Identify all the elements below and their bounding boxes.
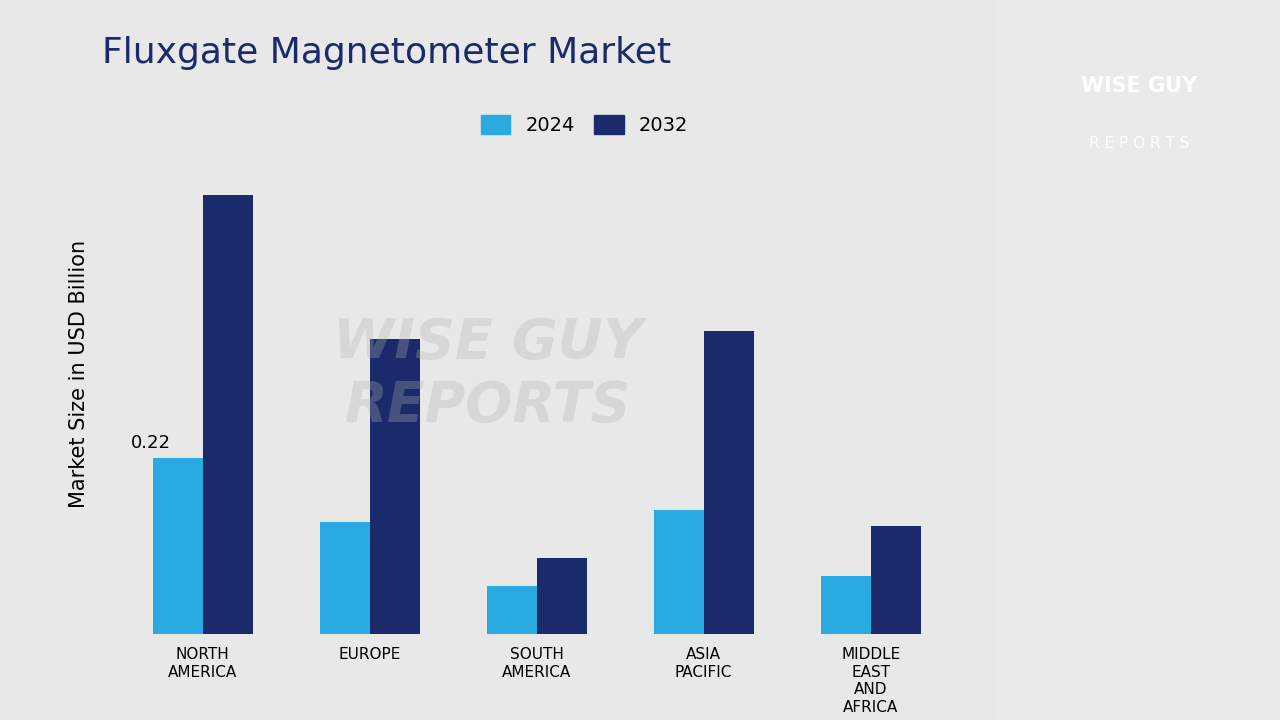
Text: WISE GUY: WISE GUY [1080, 76, 1197, 96]
Bar [202, 195, 252, 634]
Bar [320, 522, 370, 634]
Text: R E P O R T S: R E P O R T S [1089, 137, 1189, 151]
Circle shape [634, 0, 1280, 720]
Legend: 2024, 2032: 2024, 2032 [481, 114, 689, 135]
Bar [704, 330, 754, 634]
Bar [370, 338, 420, 634]
Bar [486, 586, 536, 634]
Bar [536, 558, 586, 634]
Bar [654, 510, 704, 634]
Text: 0.22: 0.22 [131, 433, 170, 451]
Text: WISE GUY
REPORTS: WISE GUY REPORTS [333, 316, 643, 433]
Bar [152, 458, 202, 634]
Bar [820, 576, 870, 634]
Y-axis label: Market Size in USD Billion: Market Size in USD Billion [69, 240, 88, 508]
Bar [870, 526, 920, 634]
Text: Fluxgate Magnetometer Market: Fluxgate Magnetometer Market [102, 36, 672, 70]
